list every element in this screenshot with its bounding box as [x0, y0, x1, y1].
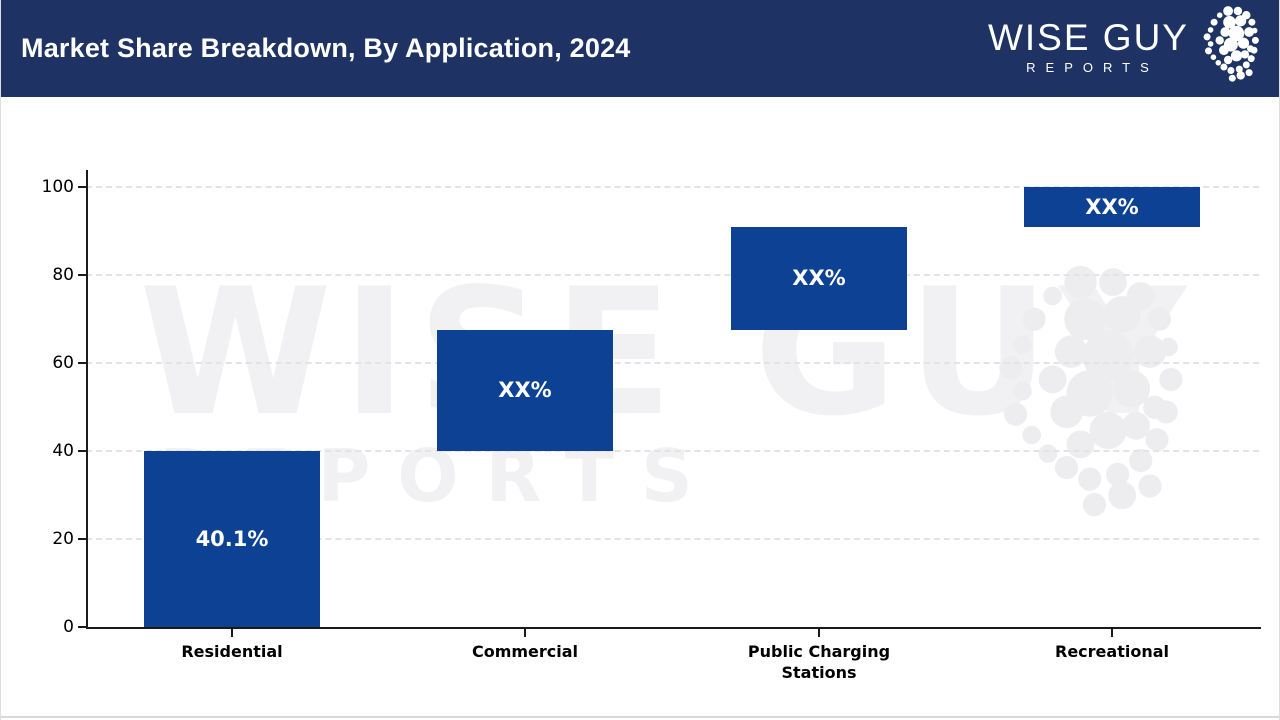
- y-tick: [78, 362, 86, 364]
- logo-text: WISE GUY REPORTS: [987, 16, 1189, 76]
- header-bar: Market Share Breakdown, By Application, …: [1, 0, 1279, 97]
- gridline: [86, 186, 1259, 188]
- category-label-residential: Residential: [181, 642, 283, 661]
- gridline: [86, 274, 1259, 276]
- x-tick: [818, 629, 820, 637]
- y-tick-label: 100: [41, 177, 74, 197]
- logo-wordmark: WISE GUY: [987, 16, 1189, 58]
- y-tick: [78, 626, 86, 628]
- logo: WISE GUY REPORTS: [988, 6, 1267, 88]
- bar-recreational: [1024, 187, 1200, 228]
- x-axis: [86, 627, 1261, 629]
- y-tick-label: 80: [52, 265, 74, 285]
- logo-head-icon: [1203, 6, 1259, 82]
- y-tick-label: 0: [63, 617, 74, 637]
- x-tick: [231, 629, 233, 637]
- y-tick: [78, 450, 86, 452]
- gridline: [86, 450, 1259, 452]
- category-label-public-charging-stations: Public Charging Stations: [747, 642, 891, 682]
- y-tick-label: 60: [52, 353, 74, 373]
- bar-value-label-recreational: XX%: [1085, 195, 1139, 220]
- bar-public-charging-stations: [731, 227, 907, 330]
- bar-value-label-public-charging-stations: XX%: [792, 266, 846, 291]
- bar-commercial: [437, 329, 613, 451]
- bar-value-label-residential: 40.1%: [195, 526, 269, 551]
- logo-subtext: REPORTS: [1026, 60, 1159, 76]
- figure-bottom-border: [1, 716, 1279, 718]
- chart-title: Market Share Breakdown, By Application, …: [21, 33, 631, 63]
- y-tick: [78, 274, 86, 276]
- category-label-recreational: Recreational: [1055, 642, 1169, 661]
- bar-value-label-commercial: XX%: [498, 378, 552, 403]
- x-tick: [1111, 629, 1113, 637]
- y-tick-label: 20: [52, 529, 74, 549]
- y-tick: [78, 538, 86, 540]
- x-tick: [524, 629, 526, 637]
- y-tick: [78, 186, 86, 188]
- bar-residential: [144, 450, 320, 627]
- category-label-commercial: Commercial: [471, 642, 579, 661]
- gridline: [86, 538, 1259, 540]
- y-tick-label: 40: [52, 441, 74, 461]
- gridline: [86, 362, 1259, 364]
- y-axis: [86, 170, 88, 629]
